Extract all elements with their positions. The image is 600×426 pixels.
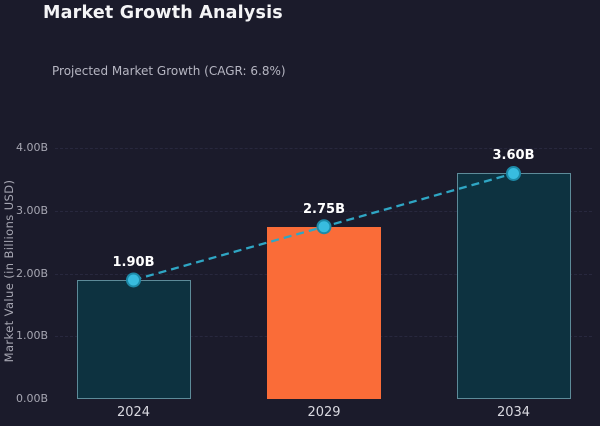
x-tick-label-2024: 2024 <box>116 405 151 420</box>
y-tick-label: 1.00B <box>15 329 48 343</box>
x-tick-label-2029: 2029 <box>307 405 341 420</box>
y-tick-label: 0.00B <box>15 392 48 405</box>
bar-value-label: 1.90B <box>112 254 155 270</box>
y-tick-label: 2.00B <box>15 266 48 280</box>
chart-title: Market Growth Analysis <box>43 3 283 23</box>
bar-value-label: 2.75B <box>303 201 345 217</box>
gridline <box>55 148 592 150</box>
bar-2024 <box>76 279 191 399</box>
bar-2029 <box>267 226 381 399</box>
y-tick-label: 4.00B <box>15 141 48 155</box>
bar-2034 <box>456 173 571 399</box>
chart-subtitle: Projected Market Growth (CAGR: 6.8%) <box>52 64 286 78</box>
y-tick-label: 3.00B <box>15 204 48 218</box>
x-tick-label-2034: 2034 <box>496 405 531 420</box>
bar-value-label: 3.60B <box>492 148 535 164</box>
